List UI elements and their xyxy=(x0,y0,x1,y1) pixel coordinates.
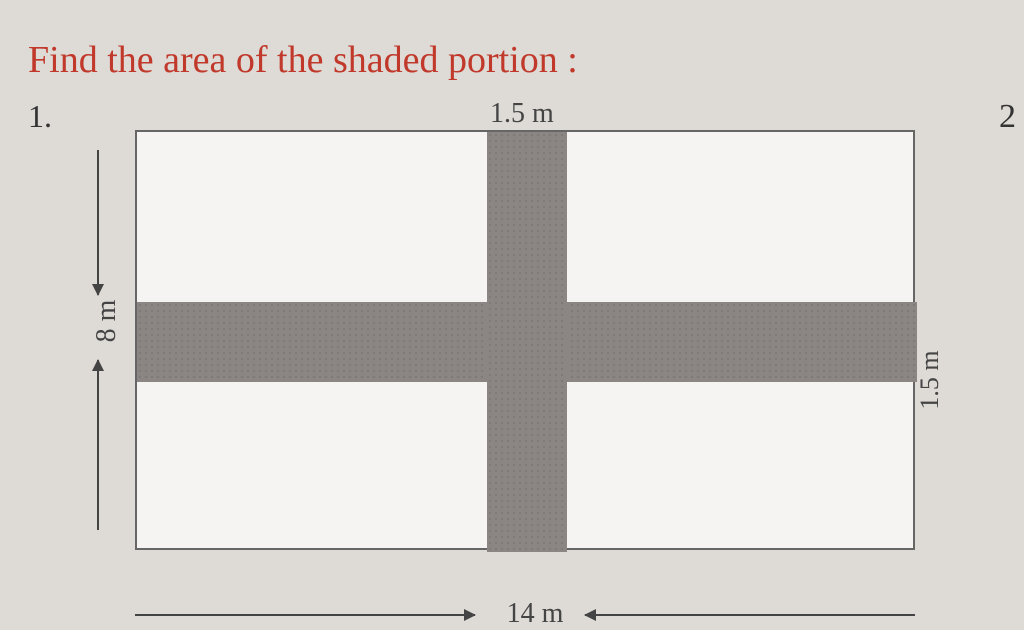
label-left-height: 8 m xyxy=(91,291,123,351)
arrow-left-icon xyxy=(585,614,915,616)
problem-number: 1. xyxy=(28,98,52,135)
bottom-dimension-group: 14 m xyxy=(135,596,915,626)
next-problem-number-partial: 2 xyxy=(999,98,1016,136)
question-title: Find the area of the shaded portion : xyxy=(28,38,578,82)
outer-rectangle xyxy=(135,130,915,550)
arrow-up-icon xyxy=(97,360,99,530)
arrow-right-icon xyxy=(135,614,475,616)
vertical-shaded-strip xyxy=(487,132,567,552)
label-bottom-width: 14 m xyxy=(485,598,585,630)
label-top-width: 1.5 m xyxy=(490,98,554,130)
label-right-height: 1.5 m xyxy=(915,340,945,420)
diagram-container: 1.5 m 8 m 1.5 m 14 m xyxy=(135,130,915,590)
arrow-down-icon xyxy=(97,150,99,295)
